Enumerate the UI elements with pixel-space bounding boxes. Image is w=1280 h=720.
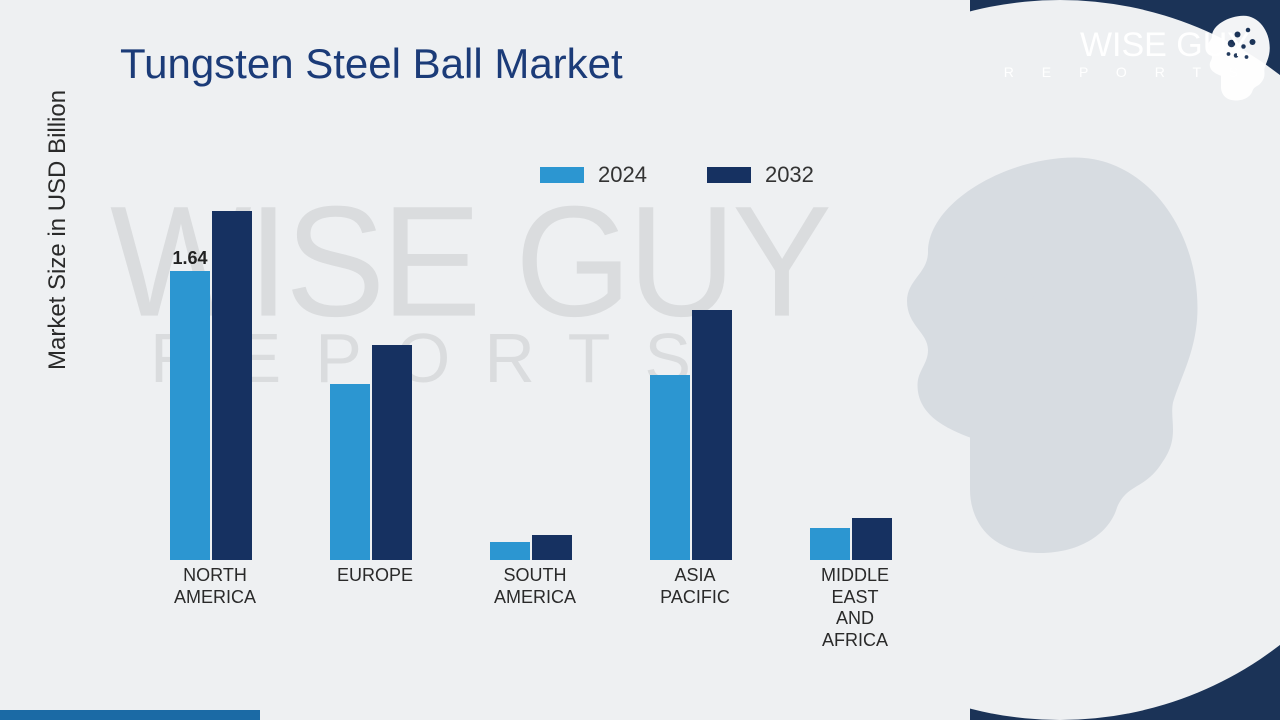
legend-swatch-2032	[707, 167, 751, 183]
brand-logo: WISE GUY R E P O R T S	[1004, 28, 1250, 80]
bar-2032	[212, 211, 252, 560]
legend-swatch-2024	[540, 167, 584, 183]
bar-2032	[692, 310, 732, 560]
legend-label-2032: 2032	[765, 162, 814, 188]
bar-2024: 1.64	[170, 271, 210, 560]
logo-main-text: WISE GUY	[1004, 28, 1250, 62]
legend-item-2032: 2032	[707, 162, 814, 188]
x-axis-category-label: EUROPE	[300, 565, 450, 587]
chart-stage: WISE GUY REPORTS WISE GUY R E P O R T S …	[0, 0, 1280, 720]
bar-2024	[330, 384, 370, 560]
bar-2032	[372, 345, 412, 560]
legend-label-2024: 2024	[598, 162, 647, 188]
logo-sub-text: R E P O R T S	[1004, 64, 1250, 80]
x-axis-category-label: NORTH AMERICA	[140, 565, 290, 608]
x-axis-category-label: MIDDLE EAST AND AFRICA	[780, 565, 930, 651]
bar-2024	[810, 528, 850, 560]
bar-2032	[532, 535, 572, 560]
bottom-accent-bar	[0, 710, 260, 720]
chart-legend: 2024 2032	[540, 162, 814, 188]
bar-2032	[852, 518, 892, 560]
y-axis-label: Market Size in USD Billion	[44, 90, 72, 370]
x-axis-category-label: SOUTH AMERICA	[460, 565, 610, 608]
bar-value-label: 1.64	[172, 248, 207, 269]
chart-plot-area: 1.64	[110, 190, 940, 560]
bar-2024	[650, 375, 690, 560]
legend-item-2024: 2024	[540, 162, 647, 188]
x-axis-category-label: ASIA PACIFIC	[620, 565, 770, 608]
bar-2024	[490, 542, 530, 560]
chart-title: Tungsten Steel Ball Market	[120, 40, 623, 88]
